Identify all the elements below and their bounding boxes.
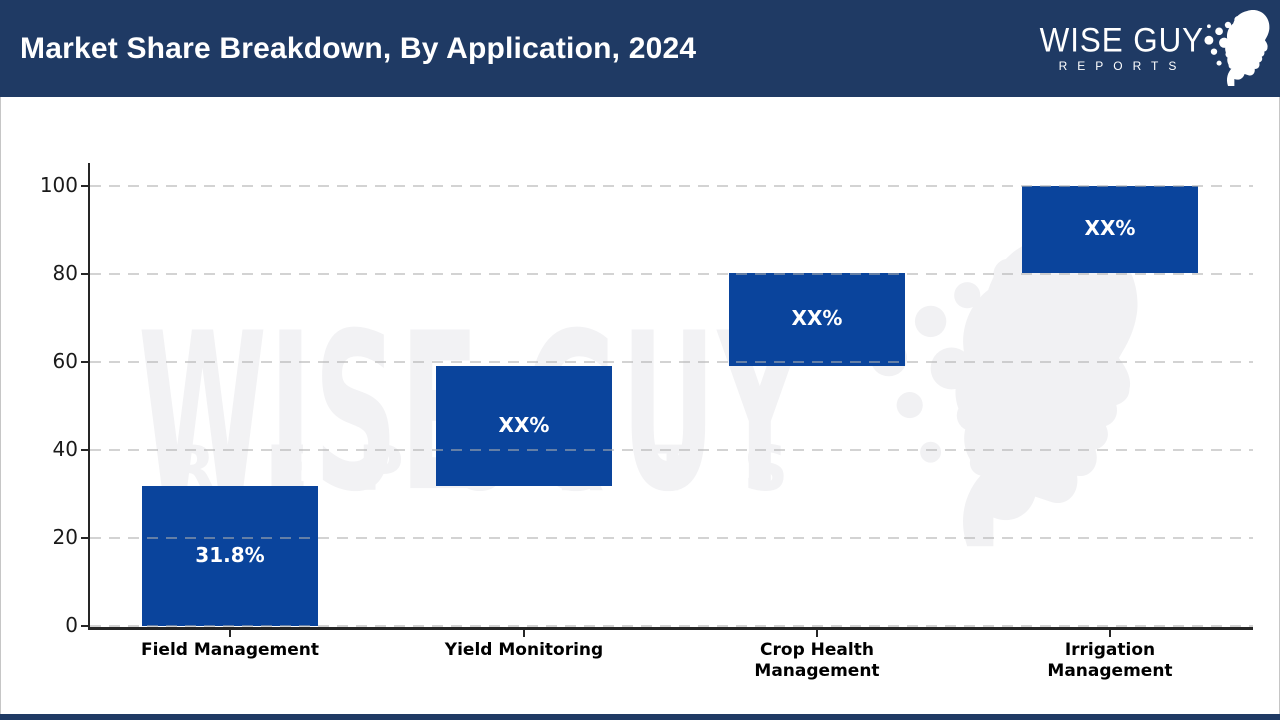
y-axis-tick	[81, 185, 88, 187]
y-tick-label: 100	[39, 173, 78, 197]
x-category-label: Yield Monitoring	[404, 640, 644, 661]
logo-dotted-head-icon	[1200, 7, 1270, 90]
y-axis-tick	[81, 361, 88, 363]
y-tick-label: 80	[52, 261, 78, 285]
y-axis-tick	[81, 273, 88, 275]
y-tick-label: 0	[65, 613, 78, 637]
x-category-label: Irrigation Management	[990, 640, 1230, 682]
gridline	[90, 625, 1253, 627]
x-category-label-line: Irrigation	[1064, 640, 1156, 660]
bar-value-label: XX%	[498, 412, 550, 437]
header-bar: Market Share Breakdown, By Application, …	[0, 0, 1280, 97]
y-tick-label: 20	[52, 525, 78, 549]
y-axis-tick	[81, 625, 88, 627]
gridline	[90, 537, 1253, 539]
x-category-label-line: Yield Monitoring	[444, 640, 604, 660]
y-axis-tick	[81, 537, 88, 539]
wise-guy-logo: WISE GUY REPORTS	[1020, 0, 1270, 97]
bar-value-label: 31.8%	[195, 543, 265, 568]
gridline	[90, 185, 1253, 187]
x-axis-line	[88, 627, 1253, 630]
x-category-label-line: Crop Health	[760, 640, 874, 660]
y-tick-label: 40	[52, 437, 78, 461]
logo-subtitle: REPORTS	[1058, 59, 1187, 73]
gridline	[90, 273, 1253, 275]
x-category-label: Field Management	[110, 640, 350, 661]
x-category-label-line: Management	[1047, 661, 1173, 681]
gridline	[90, 361, 1253, 363]
x-axis-tick	[1109, 630, 1111, 637]
x-category-label: Crop Health Management	[697, 640, 937, 682]
chart-title: Market Share Breakdown, By Application, …	[20, 31, 697, 65]
bar	[142, 486, 318, 626]
y-axis-line	[88, 163, 90, 629]
x-axis-tick	[523, 630, 525, 637]
x-category-label-line: Management	[754, 661, 880, 681]
x-axis-tick	[816, 630, 818, 637]
footer-accent-bar	[0, 714, 1280, 720]
gridline	[90, 449, 1253, 451]
bar-value-label: XX%	[1084, 216, 1136, 241]
x-category-label-line: Field Management	[140, 640, 320, 660]
bar	[436, 365, 612, 487]
x-axis-tick	[229, 630, 231, 637]
y-axis-tick	[81, 449, 88, 451]
y-tick-label: 60	[52, 349, 78, 373]
bar-value-label: XX%	[791, 306, 843, 331]
logo-wordmark: WISE GUY	[1039, 20, 1204, 59]
logo-text: WISE GUY REPORTS	[1031, 20, 1204, 73]
